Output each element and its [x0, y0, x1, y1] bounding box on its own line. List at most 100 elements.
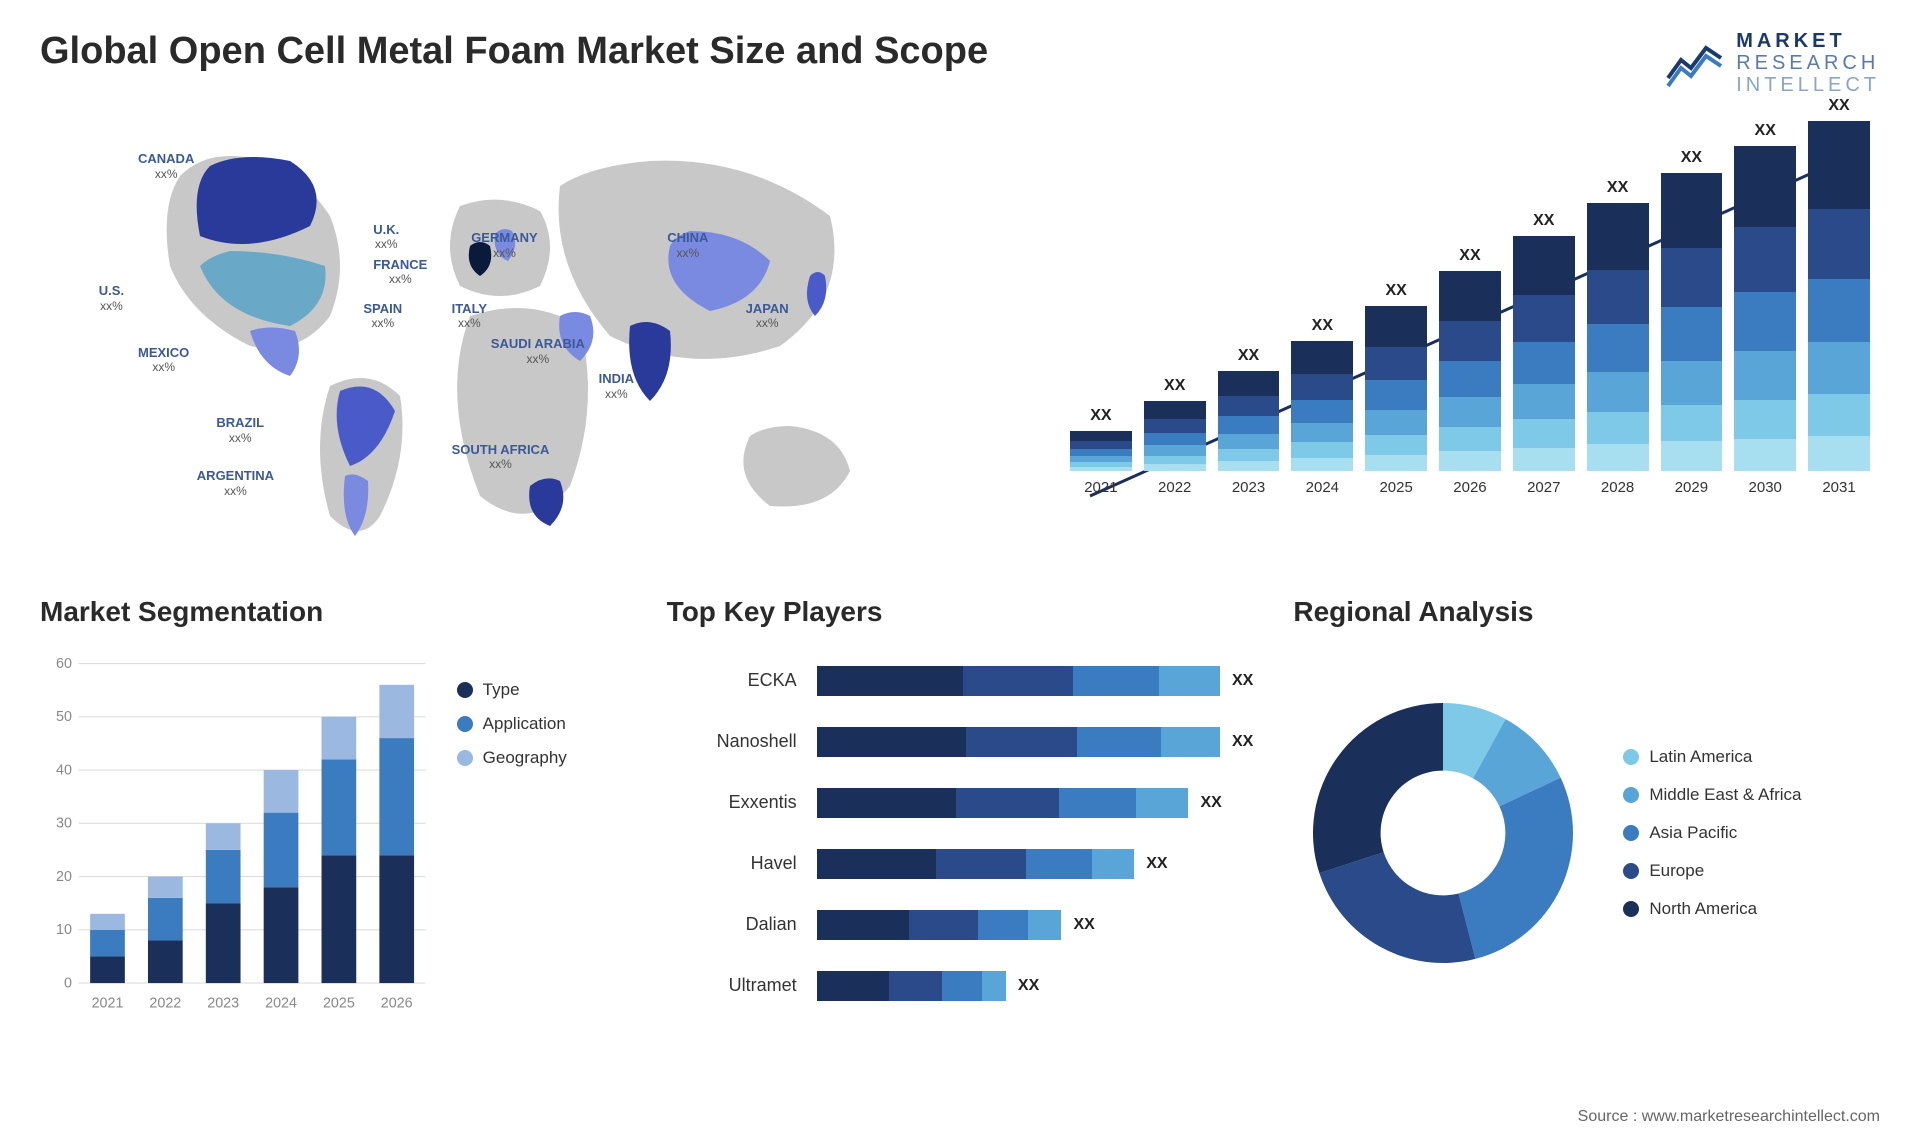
growth-bar-segment	[1291, 400, 1353, 423]
growth-bar-stack	[1661, 173, 1723, 471]
country-label: ARGENTINAxx%	[197, 468, 274, 498]
growth-bar-segment	[1218, 449, 1280, 461]
growth-bar-segment	[1661, 248, 1723, 308]
player-bar-segment	[817, 910, 910, 940]
growth-bar-segment	[1439, 361, 1501, 397]
country-name: FRANCE	[373, 257, 427, 272]
player-bar-segment	[817, 727, 967, 757]
growth-bar-segment	[1365, 455, 1427, 472]
growth-bar-year: 2028	[1601, 479, 1634, 496]
growth-chart-panel: XX2021XX2022XX2023XX2024XX2025XX2026XX20…	[1060, 116, 1880, 556]
growth-bar-segment	[1734, 351, 1796, 400]
growth-bar-stack	[1144, 401, 1206, 471]
growth-bar-stack	[1365, 306, 1427, 471]
growth-bar-segment	[1808, 121, 1870, 209]
growth-bar-segment	[1661, 173, 1723, 248]
legend-label: Application	[483, 714, 566, 734]
growth-bar-segment	[1070, 441, 1132, 449]
logo-line2: RESEARCH	[1736, 52, 1880, 74]
player-bar-row: XX	[817, 723, 1254, 761]
player-value: XX	[1073, 916, 1094, 934]
regional-title: Regional Analysis	[1293, 596, 1880, 628]
player-bar-segment	[817, 788, 956, 818]
player-name: Nanoshell	[667, 731, 797, 752]
growth-bar-segment	[1734, 146, 1796, 227]
player-name: ECKA	[667, 670, 797, 691]
growth-bar-segment	[1218, 416, 1280, 434]
growth-bar-value: XX	[1459, 247, 1480, 265]
segmentation-bar-segment	[206, 823, 241, 850]
player-bar-segment	[1073, 666, 1159, 696]
player-bar-segment	[817, 666, 964, 696]
player-bar-segment	[1159, 666, 1220, 696]
player-name: Exxentis	[667, 792, 797, 813]
segmentation-bar-segment	[264, 770, 299, 813]
country-label: SOUTH AFRICAxx%	[452, 442, 550, 472]
country-label: ITALYxx%	[452, 301, 487, 331]
growth-bar-year: 2031	[1822, 479, 1855, 496]
growth-bar-segment	[1661, 361, 1723, 406]
player-bar-segment	[1026, 849, 1092, 879]
growth-bar-segment	[1291, 374, 1353, 400]
legend-swatch-icon	[457, 750, 473, 766]
legend-label: Geography	[483, 748, 567, 768]
growth-bar-segment	[1144, 419, 1206, 433]
segmentation-bar-segment	[322, 759, 357, 855]
segmentation-bar-segment	[148, 940, 183, 983]
country-label: SPAINxx%	[363, 301, 402, 331]
country-name: CHINA	[667, 230, 708, 245]
growth-bar-segment	[1513, 419, 1575, 447]
player-bar-segment	[889, 971, 942, 1001]
player-bar	[817, 971, 1006, 1001]
country-pct: xx%	[746, 316, 789, 330]
donut-slice	[1320, 852, 1476, 963]
growth-bar-segment	[1070, 467, 1132, 471]
growth-bar-stack	[1734, 146, 1796, 471]
country-pct: xx%	[599, 387, 634, 401]
segmentation-bar-segment	[322, 855, 357, 983]
player-bar-segment	[956, 788, 1059, 818]
player-bar-segment	[1059, 788, 1136, 818]
country-label: BRAZILxx%	[216, 415, 264, 445]
growth-bar-segment	[1070, 431, 1132, 441]
player-bar-segment	[1028, 910, 1061, 940]
growth-bar-segment	[1365, 435, 1427, 455]
player-value: XX	[1146, 855, 1167, 873]
player-bar-segment	[1077, 727, 1162, 757]
player-value: XX	[1232, 672, 1253, 690]
growth-bar-segment	[1808, 342, 1870, 395]
country-label: CHINAxx%	[667, 230, 708, 260]
segmentation-bar-segment	[148, 877, 183, 898]
growth-bar-segment	[1808, 436, 1870, 471]
country-pct: xx%	[216, 431, 264, 445]
growth-bar-column: XX2030	[1734, 122, 1796, 496]
growth-bar-value: XX	[1090, 407, 1111, 425]
country-name: GERMANY	[471, 230, 537, 245]
growth-bar-value: XX	[1238, 347, 1259, 365]
country-pct: xx%	[373, 272, 427, 286]
growth-bar-stack	[1439, 271, 1501, 471]
growth-bar-year: 2023	[1232, 479, 1265, 496]
segmentation-bar-segment	[379, 685, 414, 738]
legend-label: Latin America	[1649, 747, 1752, 767]
country-name: SOUTH AFRICA	[452, 442, 550, 457]
growth-bar-segment	[1218, 371, 1280, 396]
growth-bar-year: 2025	[1379, 479, 1412, 496]
segmentation-title: Market Segmentation	[40, 596, 627, 628]
country-label: SAUDI ARABIAxx%	[491, 336, 585, 366]
growth-bar-segment	[1144, 433, 1206, 446]
page-title: Global Open Cell Metal Foam Market Size …	[40, 30, 988, 73]
country-label: U.S.xx%	[99, 283, 124, 313]
growth-bar-segment	[1365, 306, 1427, 347]
svg-text:50: 50	[56, 709, 72, 725]
growth-bar-column: XX2022	[1144, 377, 1206, 496]
legend-swatch-icon	[1623, 787, 1639, 803]
growth-bar-value: XX	[1755, 122, 1776, 140]
growth-bar-column: XX2031	[1808, 97, 1870, 496]
growth-bar-segment	[1513, 384, 1575, 419]
svg-text:60: 60	[56, 656, 72, 672]
svg-text:20: 20	[56, 869, 72, 885]
logo-mark-icon	[1666, 38, 1726, 88]
player-bar	[817, 788, 1189, 818]
player-bar-segment	[817, 849, 936, 879]
